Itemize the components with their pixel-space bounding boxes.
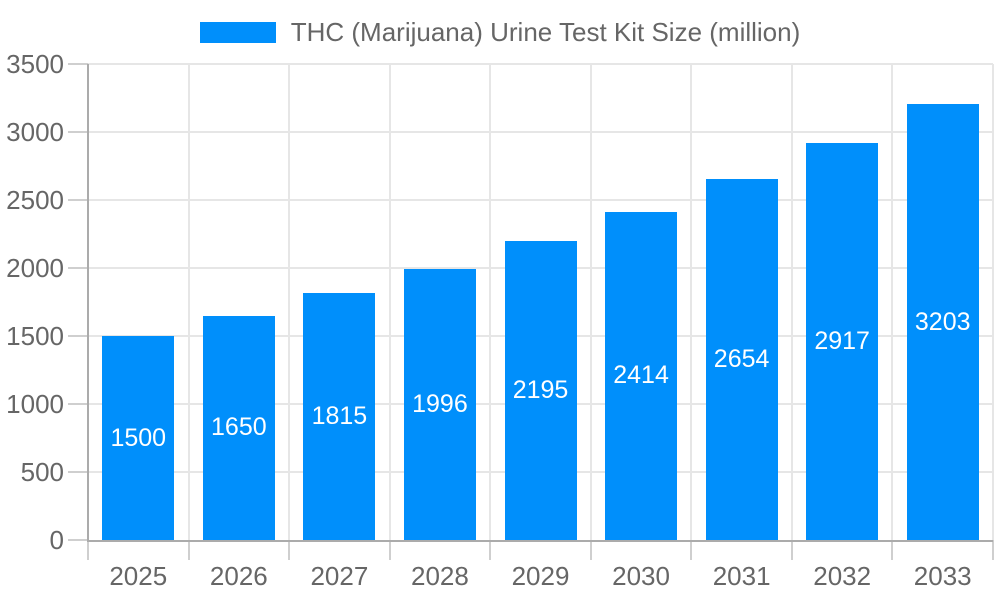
x-axis-line	[88, 540, 993, 542]
bar-value-label: 1650	[211, 413, 267, 442]
x-axis-label: 2029	[511, 561, 570, 591]
x-axis-tick	[891, 540, 894, 560]
y-axis-tick	[68, 403, 88, 405]
y-axis-tick	[68, 199, 88, 201]
bar-value-label: 2414	[613, 361, 669, 390]
x-axis-tick	[388, 540, 391, 560]
y-axis-line	[87, 64, 89, 542]
x-axis-label: 2028	[411, 561, 469, 591]
legend: THC (Marijuana) Urine Test Kit Size (mil…	[0, 17, 1000, 47]
bar-value-label: 1500	[110, 423, 167, 452]
x-gridline	[388, 64, 391, 540]
x-gridline	[489, 64, 492, 540]
bar-value-label: 2917	[814, 327, 870, 356]
x-axis-label: 2026	[209, 561, 268, 591]
y-axis-label: 3000	[6, 117, 64, 147]
y-axis-tick	[68, 131, 88, 133]
x-axis-tick	[589, 540, 592, 560]
bar[interactable]: 1500	[102, 336, 175, 540]
x-gridline	[690, 64, 693, 540]
x-axis-tick	[288, 540, 291, 560]
y-gridline	[88, 131, 993, 133]
y-axis-label: 3500	[6, 49, 64, 79]
y-axis-tick	[68, 267, 88, 269]
x-axis-label: 2030	[612, 561, 670, 591]
y-axis-label: 500	[20, 457, 64, 487]
bar-value-label: 2195	[512, 376, 569, 405]
y-gridline	[88, 199, 993, 201]
bar[interactable]: 2195	[504, 241, 577, 540]
bar[interactable]: 2917	[806, 143, 879, 540]
bar[interactable]: 1815	[303, 293, 376, 540]
y-axis-label: 0	[49, 525, 64, 555]
bar-value-label: 3203	[914, 307, 971, 336]
bar[interactable]: 1650	[202, 315, 275, 540]
x-gridline	[589, 64, 592, 540]
x-axis-tick	[87, 540, 89, 560]
y-axis-tick	[68, 335, 88, 337]
legend-swatch-icon	[199, 21, 276, 43]
bar[interactable]: 1996	[403, 268, 476, 540]
x-axis-tick	[187, 540, 190, 560]
x-axis-tick	[690, 540, 693, 560]
x-axis-label: 2025	[109, 561, 168, 591]
x-gridline	[891, 64, 894, 540]
y-axis-label: 1000	[6, 389, 64, 419]
y-axis-label: 2000	[6, 253, 64, 283]
x-axis-label: 2031	[712, 561, 771, 591]
x-gridline	[790, 64, 793, 540]
x-gridline	[992, 64, 994, 540]
y-axis-tick	[68, 471, 88, 473]
bar-value-label: 1996	[412, 389, 468, 418]
x-gridline	[288, 64, 291, 540]
x-axis-label: 2027	[310, 561, 369, 591]
x-axis-tick	[992, 540, 994, 560]
bar-value-label: 2654	[713, 345, 770, 374]
y-axis-label: 2500	[6, 185, 64, 215]
x-axis-label: 2032	[813, 561, 872, 591]
y-axis-tick	[68, 539, 88, 541]
y-axis-tick	[68, 63, 88, 65]
legend-item[interactable]: THC (Marijuana) Urine Test Kit Size (mil…	[199, 17, 801, 47]
x-gridline	[187, 64, 190, 540]
x-axis-tick	[489, 540, 492, 560]
x-axis-label: 2033	[913, 561, 972, 591]
bar[interactable]: 3203	[906, 104, 979, 540]
x-axis-tick	[790, 540, 793, 560]
bar-value-label: 1815	[311, 402, 368, 431]
y-gridline	[88, 63, 993, 65]
bar[interactable]: 2414	[605, 211, 678, 540]
legend-label: THC (Marijuana) Urine Test Kit Size (mil…	[290, 17, 801, 47]
y-axis-label: 1500	[6, 321, 64, 351]
bar[interactable]: 2654	[705, 179, 778, 540]
